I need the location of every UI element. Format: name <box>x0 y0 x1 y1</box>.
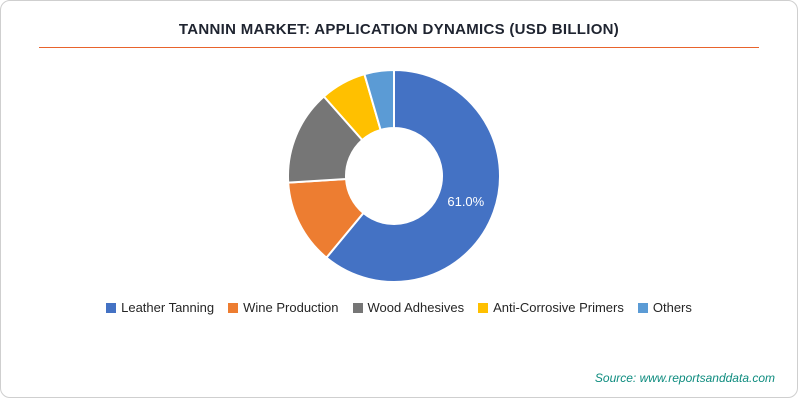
legend-item-anti-corrosive-primers: Anti-Corrosive Primers <box>478 300 624 315</box>
title-divider <box>39 47 759 48</box>
source-attribution: Source: www.reportsanddata.com <box>594 371 775 385</box>
donut-slice-0 <box>325 69 501 283</box>
legend-label: Anti-Corrosive Primers <box>493 300 624 315</box>
legend-label: Wood Adhesives <box>367 300 465 315</box>
legend-item-wood-adhesives: Wood Adhesives <box>352 300 465 315</box>
legend-item-wine-production: Wine Production <box>228 300 339 315</box>
legend-swatch-icon <box>106 302 117 313</box>
legend-swatch-icon <box>478 302 489 313</box>
legend-swatch-icon <box>228 302 239 313</box>
donut-slice-4 <box>363 69 395 131</box>
legend-item-others: Others <box>637 300 692 315</box>
donut-chart: 61.0% <box>287 69 501 283</box>
legend: Leather Tanning Wine Production Wood Adhes… <box>1 300 797 315</box>
slice-data-label: 61.0% <box>447 194 484 209</box>
legend-item-leather-tanning: Leather Tanning <box>106 300 214 315</box>
legend-label: Others <box>652 300 692 315</box>
legend-swatch-icon <box>352 302 363 313</box>
legend-label: Wine Production <box>243 300 339 315</box>
legend-label: Leather Tanning <box>121 300 215 315</box>
legend-swatch-icon <box>637 302 648 313</box>
chart-title: TANNIN MARKET: APPLICATION DYNAMICS (USD… <box>178 21 620 38</box>
